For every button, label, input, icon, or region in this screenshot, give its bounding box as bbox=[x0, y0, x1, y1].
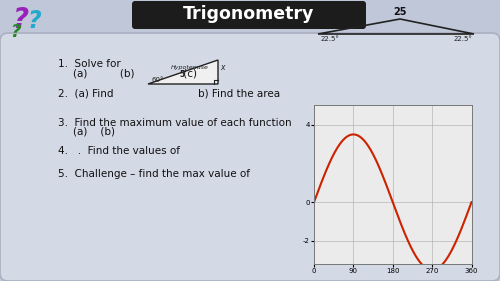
Text: x: x bbox=[220, 63, 224, 72]
Text: Hypotenuse: Hypotenuse bbox=[171, 65, 209, 70]
Text: ?: ? bbox=[10, 23, 20, 41]
Text: 5.  Challenge – find the max value of: 5. Challenge – find the max value of bbox=[58, 169, 250, 179]
FancyBboxPatch shape bbox=[0, 33, 500, 281]
Text: 22.5°: 22.5° bbox=[454, 36, 473, 42]
Text: Trigonometry: Trigonometry bbox=[184, 5, 314, 23]
Text: 60°: 60° bbox=[152, 77, 164, 83]
Text: ?: ? bbox=[28, 9, 42, 33]
Text: 2.  (a) Find                          b) Find the area: 2. (a) Find b) Find the area bbox=[58, 89, 280, 99]
Text: 4.   .  Find the values of: 4. . Find the values of bbox=[58, 146, 180, 156]
Polygon shape bbox=[148, 60, 218, 84]
Text: (a)          (b)               (c): (a) (b) (c) bbox=[73, 68, 197, 78]
Text: 5: 5 bbox=[179, 70, 184, 79]
FancyBboxPatch shape bbox=[132, 1, 366, 29]
Text: 1.  Solve for: 1. Solve for bbox=[58, 59, 121, 69]
Text: 25: 25 bbox=[393, 7, 407, 17]
Text: 3.  Find the maximum value of each function: 3. Find the maximum value of each functi… bbox=[58, 118, 292, 128]
Text: (a)    (b): (a) (b) bbox=[73, 127, 115, 137]
Text: 22.5°: 22.5° bbox=[321, 36, 340, 42]
Text: ?: ? bbox=[12, 6, 28, 34]
